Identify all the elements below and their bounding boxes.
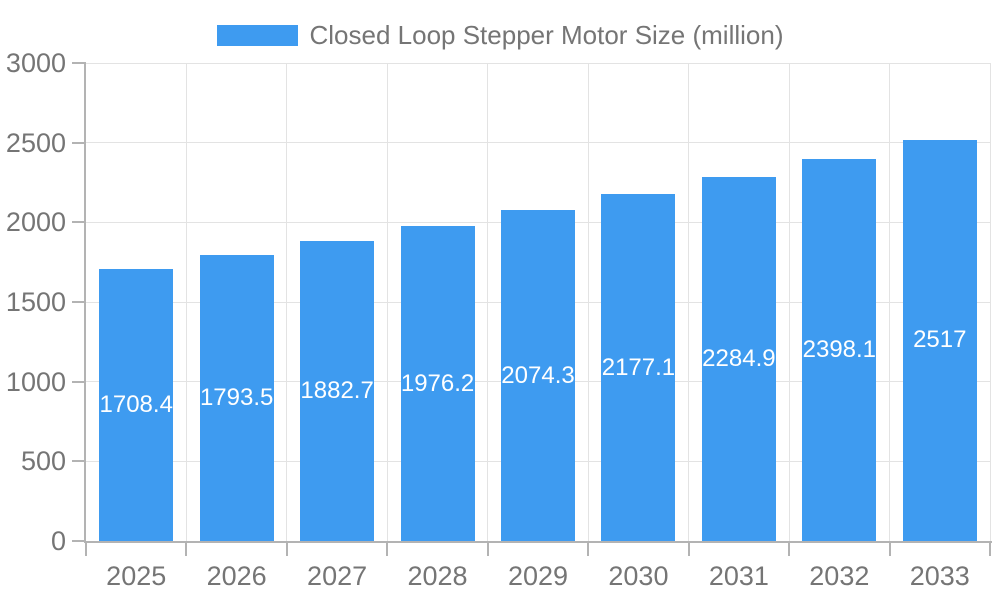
y-axis-tick-label: 2500 bbox=[5, 127, 66, 158]
bar: 1708.4 bbox=[99, 268, 174, 541]
x-axis-tick-label: 2033 bbox=[909, 561, 970, 591]
v-gridline bbox=[989, 63, 991, 541]
x-axis-tick bbox=[788, 541, 791, 556]
legend[interactable]: Closed Loop Stepper Motor Size (million) bbox=[0, 20, 1000, 50]
x-axis-tick-label: 2031 bbox=[708, 561, 769, 591]
bar-value-label: 1882.7 bbox=[300, 377, 374, 404]
bar: 2398.1 bbox=[802, 158, 877, 541]
y-axis-tick bbox=[72, 141, 86, 144]
y-axis-tick-label: 1500 bbox=[5, 287, 66, 317]
bar: 2517 bbox=[902, 139, 977, 541]
bar: 1976.2 bbox=[400, 226, 475, 541]
x-axis-tick bbox=[285, 541, 288, 556]
legend-swatch-icon bbox=[216, 24, 298, 46]
v-gridline bbox=[587, 63, 589, 541]
bar: 2074.3 bbox=[501, 210, 575, 541]
bar-value-label: 2284.9 bbox=[702, 344, 776, 372]
x-axis-tick-label: 2032 bbox=[809, 561, 870, 591]
x-axis-tick-label: 2027 bbox=[307, 561, 368, 591]
legend-label: Closed Loop Stepper Motor Size (million) bbox=[309, 20, 784, 50]
x-axis-tick bbox=[185, 541, 188, 556]
v-gridline bbox=[286, 63, 288, 541]
y-axis-tick bbox=[72, 221, 86, 224]
bar-value-label: 1708.4 bbox=[99, 390, 173, 418]
bar: 2284.9 bbox=[701, 176, 776, 541]
bar-value-label: 2074.3 bbox=[501, 361, 575, 389]
x-axis-tick bbox=[888, 541, 891, 556]
bar-value-label: 1793.5 bbox=[199, 384, 274, 412]
bar: 1882.7 bbox=[300, 241, 375, 541]
x-axis-tick bbox=[687, 541, 690, 556]
bar-value-label: 2177.1 bbox=[601, 353, 676, 381]
v-gridline bbox=[185, 63, 187, 541]
bar-value-label: 2517 bbox=[913, 326, 967, 354]
x-axis-tick-label: 2028 bbox=[407, 561, 468, 591]
x-axis-tick bbox=[486, 541, 489, 556]
x-axis-tick bbox=[85, 541, 87, 556]
x-axis-line bbox=[84, 541, 992, 543]
y-axis-tick-label: 2000 bbox=[5, 207, 66, 238]
v-gridline bbox=[889, 63, 891, 541]
y-axis-tick-label: 3000 bbox=[5, 48, 66, 78]
y-axis-tick-label: 0 bbox=[50, 526, 66, 556]
v-gridline bbox=[386, 63, 388, 541]
x-axis-tick bbox=[587, 541, 590, 556]
bar-value-label: 1976.2 bbox=[400, 369, 475, 397]
y-axis-tick bbox=[72, 62, 86, 64]
v-gridline bbox=[487, 63, 489, 541]
v-gridline bbox=[688, 63, 690, 541]
h-gridline bbox=[86, 142, 990, 144]
y-axis-tick bbox=[72, 301, 86, 303]
y-axis-tick bbox=[72, 380, 86, 383]
x-axis-tick-label: 2029 bbox=[507, 561, 569, 591]
bar: 1793.5 bbox=[199, 255, 274, 541]
x-axis-tick bbox=[386, 541, 389, 556]
v-gridline bbox=[788, 63, 790, 541]
x-axis-tick-label: 2030 bbox=[608, 561, 669, 591]
x-axis-tick bbox=[989, 541, 991, 556]
x-axis-tick-label: 2025 bbox=[106, 561, 167, 591]
x-axis-tick-label: 2026 bbox=[206, 561, 267, 591]
bar-value-label: 2398.1 bbox=[802, 335, 877, 363]
y-axis-tick-label: 500 bbox=[20, 446, 66, 477]
bar: 2177.1 bbox=[601, 194, 676, 541]
h-gridline bbox=[86, 62, 990, 64]
y-axis-tick bbox=[72, 460, 86, 463]
y-axis-line bbox=[84, 63, 86, 541]
y-axis-tick-label: 1000 bbox=[5, 366, 66, 397]
y-axis-tick bbox=[72, 540, 86, 542]
